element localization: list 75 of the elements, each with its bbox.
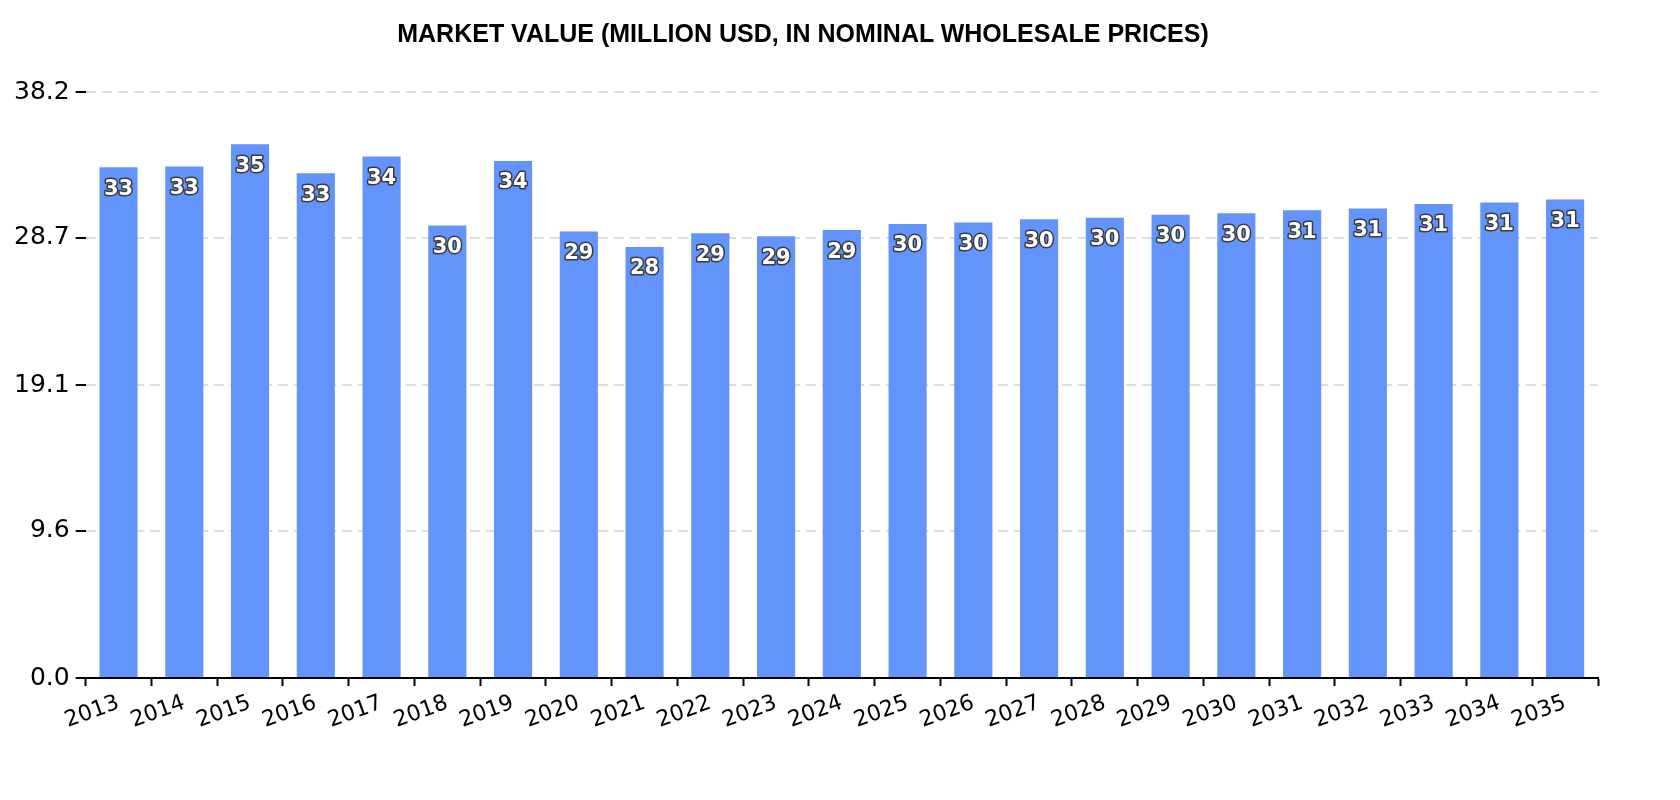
bar	[296, 173, 335, 678]
bar	[1217, 213, 1256, 678]
x-tick-label: 2014	[126, 689, 188, 732]
data-label: 29	[827, 238, 857, 263]
bar	[230, 144, 270, 678]
data-label: 34	[366, 164, 397, 189]
bar	[165, 166, 204, 678]
bar	[362, 156, 401, 678]
x-tick-label: 2029	[1113, 689, 1175, 732]
x-tick-label: 2016	[258, 689, 320, 732]
x-tick-label: 2030	[1178, 689, 1241, 732]
data-label: 31	[1419, 212, 1449, 237]
bar	[822, 230, 861, 678]
data-label: 30	[958, 230, 988, 255]
x-tick-label: 2025	[850, 689, 912, 732]
bar	[888, 223, 927, 678]
x-tick-label: 2032	[1310, 689, 1372, 732]
data-label: 28	[629, 255, 660, 280]
data-label: 31	[1484, 210, 1514, 235]
x-tick-label: 2013	[61, 689, 123, 732]
bar	[625, 246, 664, 678]
data-label: 33	[169, 174, 199, 199]
data-label: 31	[1353, 217, 1383, 242]
data-label: 30	[432, 233, 462, 258]
data-label: 29	[761, 244, 791, 269]
data-label: 33	[301, 181, 331, 206]
bar	[1283, 210, 1322, 678]
bar	[1348, 208, 1387, 678]
bar	[954, 222, 993, 678]
bar	[691, 233, 730, 678]
data-label: 35	[235, 152, 265, 177]
y-tick-label: 0.0	[29, 661, 70, 691]
y-tick-label: 28.7	[13, 221, 70, 251]
x-tick-label: 2028	[1047, 689, 1109, 732]
x-tick-label: 2034	[1441, 689, 1504, 732]
y-tick-label: 9.6	[29, 514, 70, 544]
bar	[494, 161, 533, 678]
x-tick-label: 2023	[718, 689, 780, 732]
x-tick-label: 2017	[324, 689, 386, 732]
bar	[1480, 202, 1519, 678]
y-tick-label: 38.2	[13, 75, 70, 105]
x-tick-label: 2035	[1507, 689, 1569, 732]
data-label: 30	[1155, 223, 1186, 248]
bar	[1151, 214, 1190, 678]
bar	[1085, 217, 1124, 678]
data-label: 29	[564, 240, 594, 265]
data-label: 30	[1221, 221, 1251, 246]
bar	[1020, 219, 1059, 678]
data-label: 30	[1024, 227, 1054, 252]
x-tick-label: 2021	[587, 689, 649, 732]
x-tick-label: 2015	[192, 689, 254, 732]
data-label: 29	[695, 241, 725, 266]
y-tick-label: 19.1	[13, 368, 70, 398]
x-tick-label: 2019	[455, 689, 517, 732]
data-label: 34	[498, 169, 528, 194]
data-label: 33	[103, 175, 134, 200]
x-tick-label: 2024	[784, 689, 846, 732]
x-tick-label: 2018	[389, 689, 451, 732]
data-label: 30	[892, 232, 923, 257]
x-tick-label: 2026	[915, 689, 978, 732]
bar	[1546, 199, 1585, 678]
data-label: 31	[1550, 207, 1580, 232]
bar	[1414, 203, 1453, 678]
data-label: 30	[1090, 226, 1120, 251]
bar	[757, 236, 796, 678]
chart-title: MARKET VALUE (MILLION USD, IN NOMINAL WHOLESALE PRICES)	[397, 18, 1209, 47]
x-tick-label: 2020	[521, 689, 583, 732]
bar	[428, 225, 467, 678]
x-tick-label: 2033	[1376, 689, 1438, 732]
x-tick-label: 2022	[652, 689, 714, 732]
data-label: 31	[1287, 218, 1317, 243]
x-tick-label: 2031	[1244, 689, 1306, 732]
bar	[99, 167, 138, 678]
x-tick-label: 2027	[981, 689, 1043, 732]
bar	[559, 231, 598, 678]
